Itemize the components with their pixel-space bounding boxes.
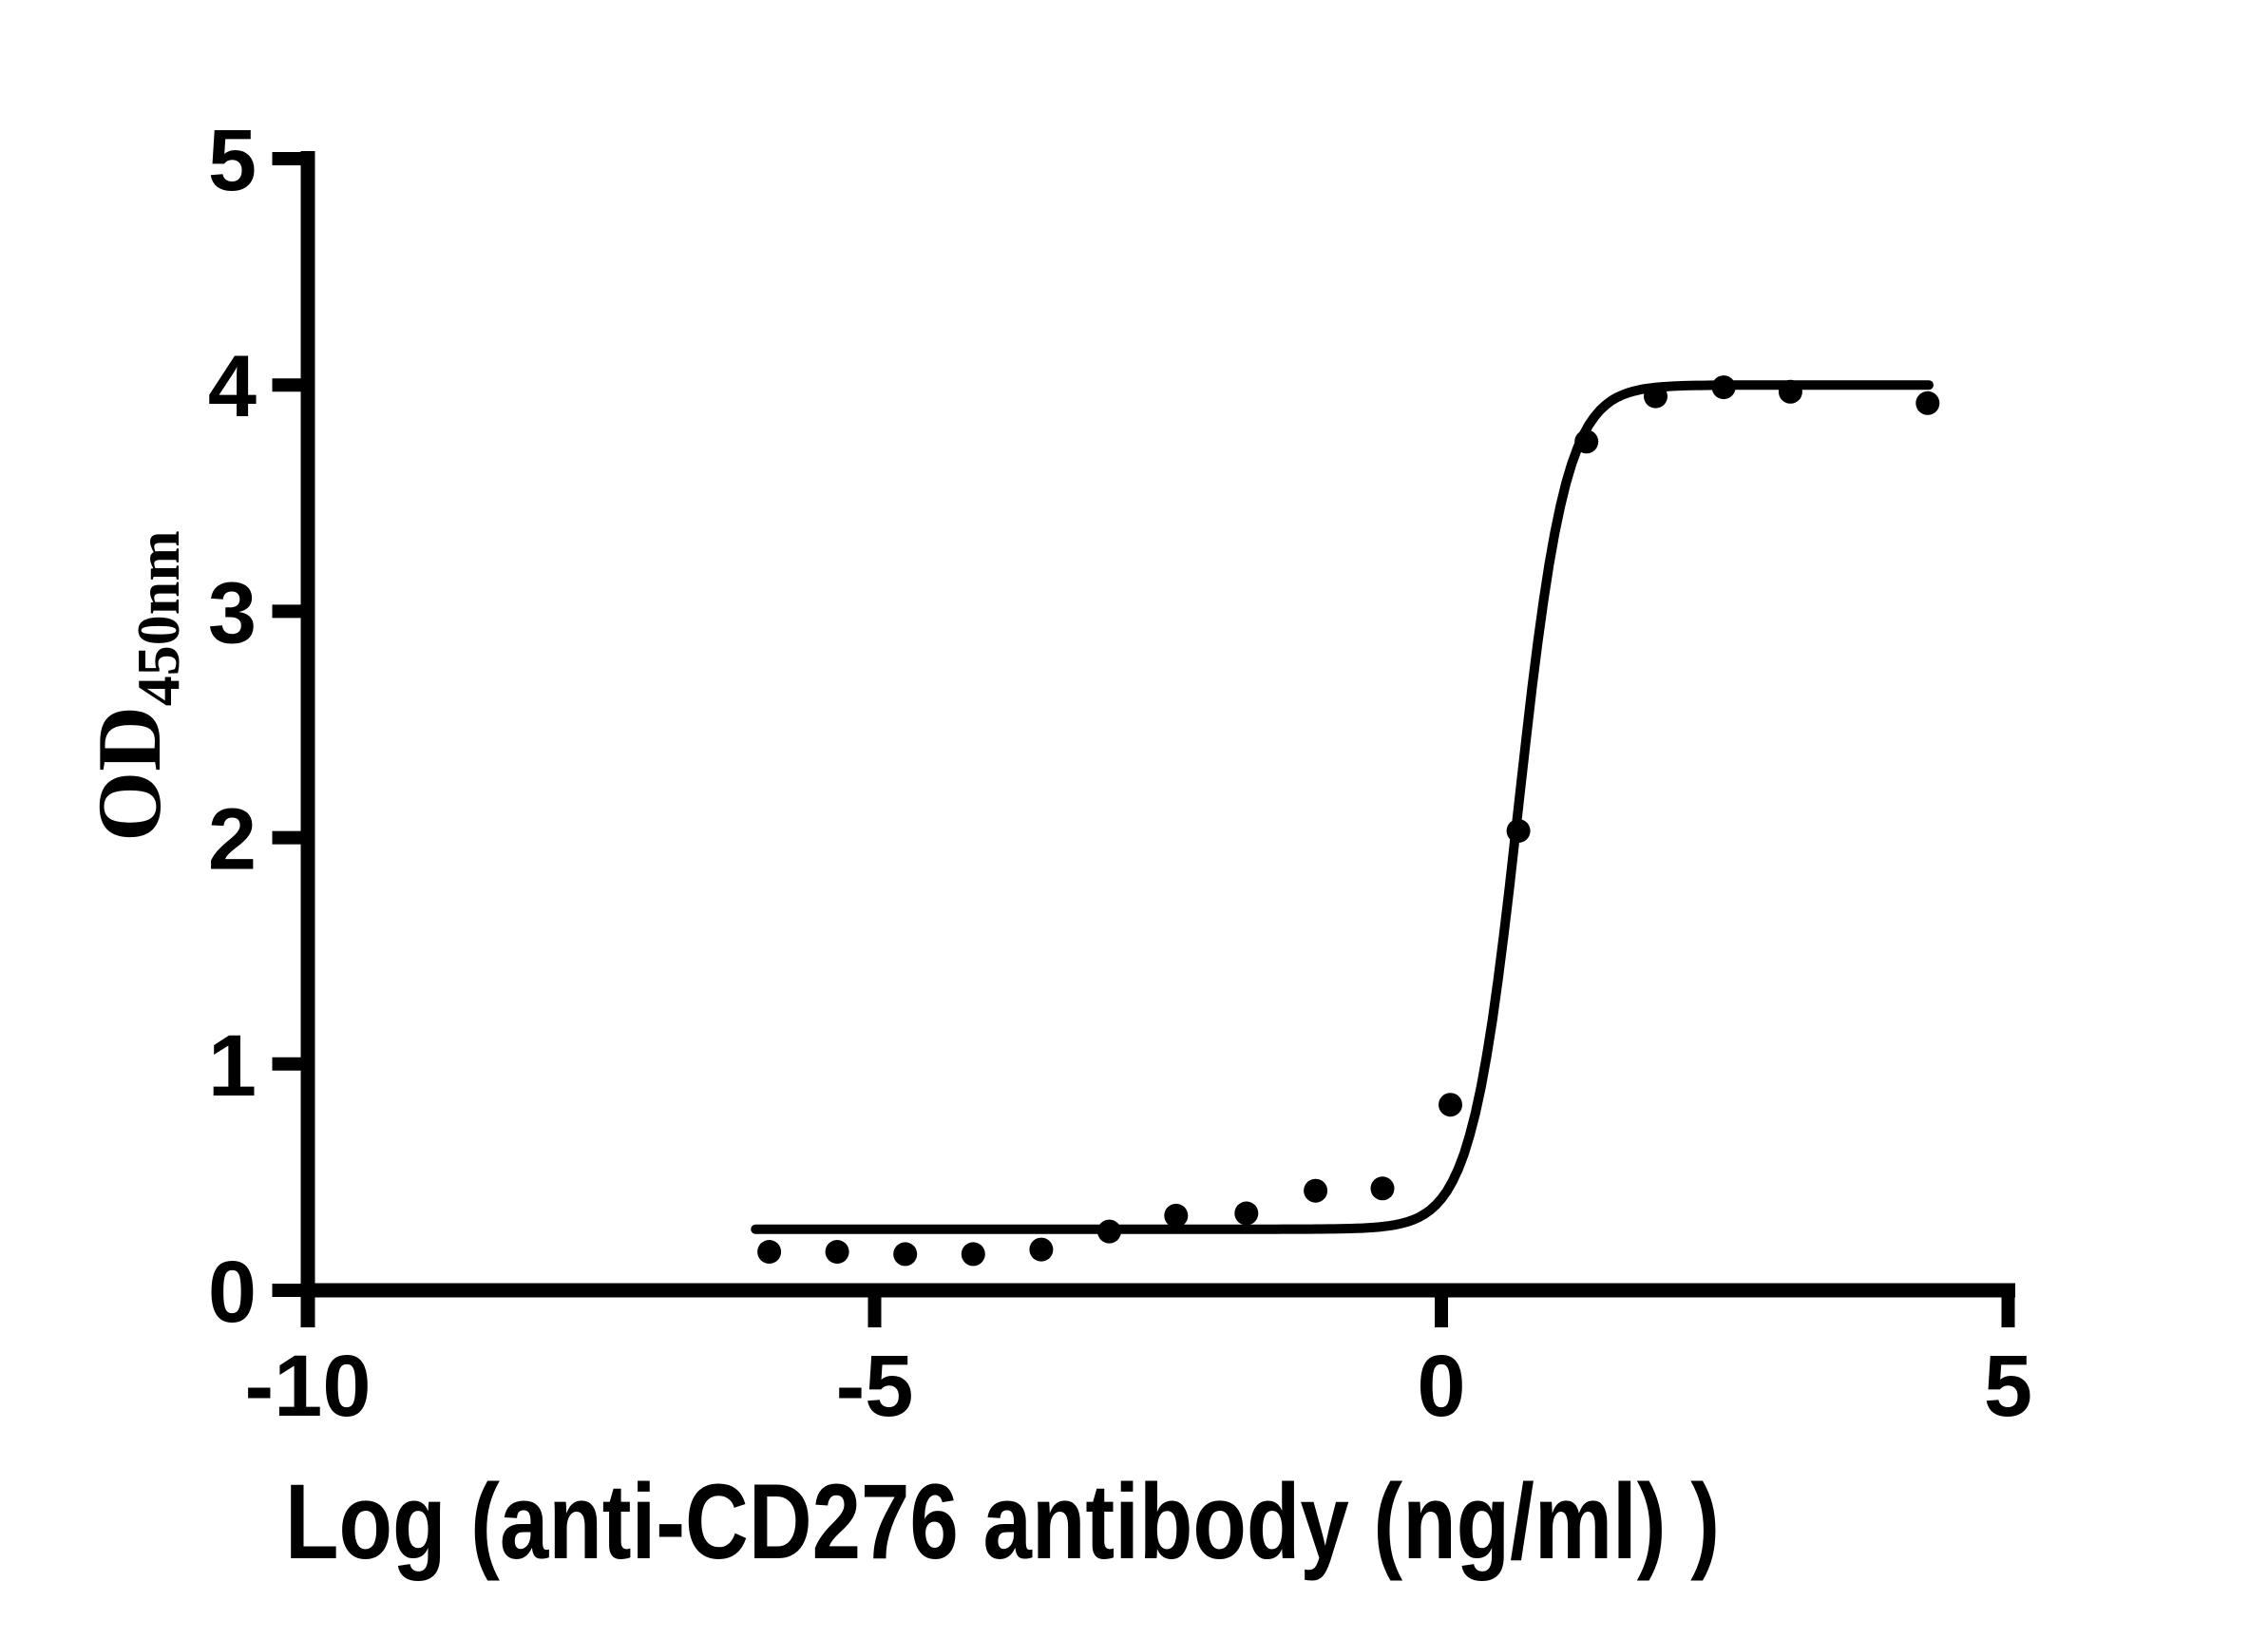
data-point (1304, 1178, 1328, 1203)
data-point (1439, 1093, 1462, 1117)
data-point (1574, 429, 1599, 454)
y-axis-title-subscript: 450nm (124, 530, 192, 706)
data-point (893, 1242, 918, 1267)
x-axis-title: Log (anti-CD276 antibody (ng/ml) ) (285, 1462, 1720, 1581)
fit-curve-path (751, 380, 1934, 1234)
y-tick-label: 1 (208, 1018, 257, 1115)
x-tick-label: 5 (1984, 1338, 2032, 1435)
x-tick-label: -10 (245, 1338, 372, 1435)
y-tick-label: 3 (208, 564, 257, 661)
y-axis-title: OD450nm (79, 530, 192, 841)
data-point (1506, 819, 1531, 843)
data-point (1029, 1237, 1054, 1262)
data-point (1778, 379, 1802, 404)
data-point (1370, 1176, 1395, 1201)
fit-curve (751, 380, 1934, 1234)
y-tick-label: 2 (208, 791, 257, 888)
data-point (1097, 1219, 1121, 1244)
y-tick-label: 0 (208, 1244, 257, 1341)
y-tick-label: 5 (208, 112, 257, 209)
data-point (1234, 1201, 1259, 1226)
data-point (961, 1242, 985, 1267)
data-point (1644, 384, 1668, 409)
axes: 0 1 2 3 4 5 -10 -5 0 5 (208, 112, 2032, 1435)
data-point (1915, 391, 1940, 415)
x-tick-label: -5 (836, 1338, 914, 1435)
data-point (825, 1240, 849, 1264)
data-point (757, 1240, 782, 1264)
data-point (1164, 1203, 1189, 1228)
data-points (757, 375, 1940, 1267)
y-tick-label: 4 (208, 338, 257, 435)
data-point (1711, 375, 1736, 400)
x-tick-label: 0 (1417, 1338, 1465, 1435)
y-axis-title-main: OD (79, 706, 180, 842)
